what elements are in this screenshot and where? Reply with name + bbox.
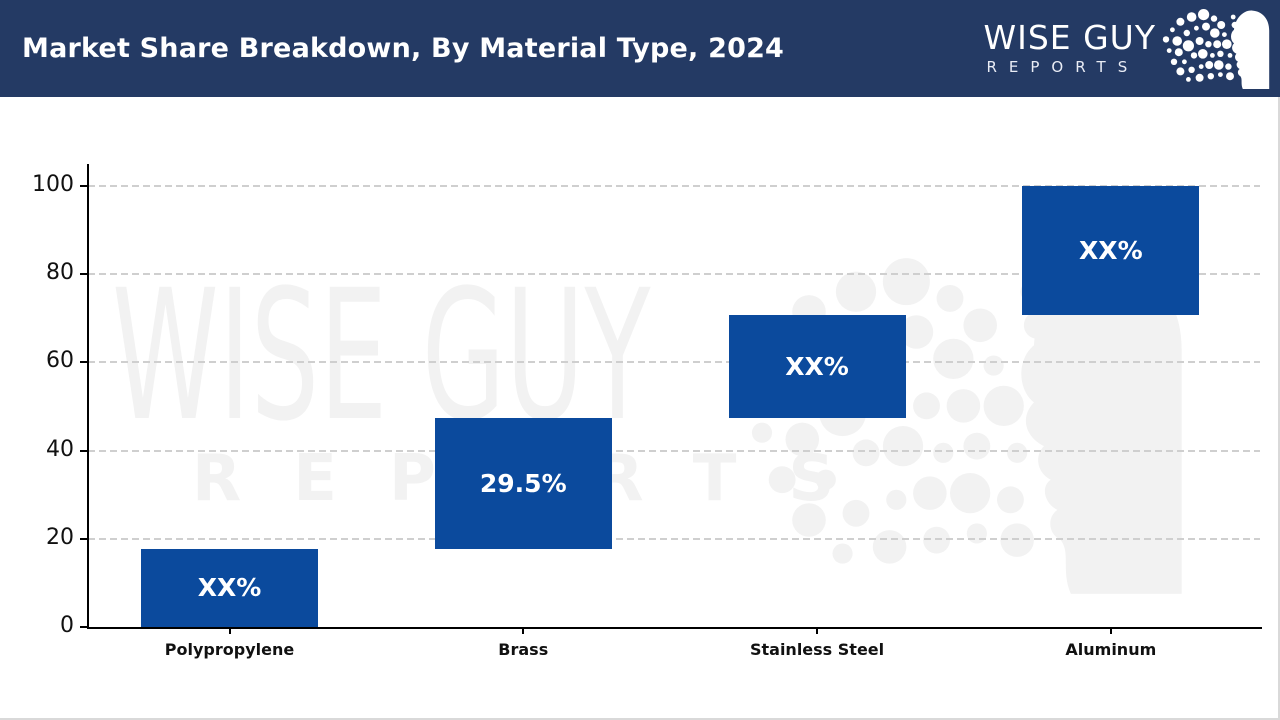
- x-tick-mark: [522, 627, 525, 634]
- watermark-brand-text: WISE GUY: [112, 252, 651, 461]
- y-tick-mark: [80, 185, 88, 187]
- y-tick-label: 20: [46, 524, 74, 550]
- bar-stainless-steel: XX%: [728, 314, 906, 419]
- bar-brass: 29.5%: [434, 418, 612, 549]
- gridline: [88, 537, 1260, 540]
- y-tick-label: 80: [46, 260, 74, 286]
- y-tick-label: 40: [46, 436, 74, 462]
- x-axis-line: [87, 627, 1262, 629]
- brand-logo-text: WISE GUY REPORTS: [983, 21, 1156, 76]
- x-tick-mark: [1109, 627, 1112, 634]
- brand-head-icon: [1162, 8, 1270, 89]
- bar-value-label: XX%: [785, 352, 849, 382]
- y-tick-mark: [80, 626, 88, 628]
- y-tick-mark: [80, 361, 88, 364]
- x-category-label: Polypropylene: [164, 640, 295, 659]
- bar-value-label: XX%: [1079, 235, 1143, 265]
- brand-subname: REPORTS: [986, 58, 1140, 76]
- x-category-label: Aluminum: [1065, 640, 1157, 659]
- x-tick-mark: [228, 627, 231, 634]
- y-tick-label: 100: [32, 172, 74, 197]
- header-band: Market Share Breakdown, By Material Type…: [0, 0, 1280, 97]
- chart-canvas: WISE GUY REPORTS 020406080100XX%Polyprop…: [0, 97, 1280, 720]
- gridline: [88, 449, 1260, 452]
- brand-name: WISE GUY: [983, 18, 1156, 57]
- y-tick-mark: [80, 449, 88, 452]
- bar-aluminum: XX%: [1022, 186, 1200, 315]
- plot-area: 0 20 40 60 80 100 XX% Polypropylene 29.5% Brass XX…: [0, 97, 1278, 718]
- gridline: [88, 361, 1260, 364]
- bar-polypropylene: XX%: [141, 548, 318, 627]
- gridline: [88, 273, 1260, 276]
- y-tick-label: 0: [60, 613, 74, 638]
- brand-logo: WISE GUY REPORTS: [983, 8, 1270, 89]
- y-tick-label: 60: [46, 348, 74, 374]
- bar-value-label: XX%: [197, 573, 262, 603]
- page-title: Market Share Breakdown, By Material Type…: [22, 33, 785, 64]
- gridline: [88, 185, 1260, 187]
- y-tick-mark: [80, 537, 88, 540]
- y-axis-line: [87, 164, 89, 629]
- bar-value-label: 29.5%: [479, 468, 567, 498]
- x-category-label: Stainless Steel: [749, 640, 885, 659]
- y-tick-mark: [80, 273, 88, 276]
- x-tick-mark: [816, 627, 819, 634]
- x-category-label: Brass: [498, 640, 549, 659]
